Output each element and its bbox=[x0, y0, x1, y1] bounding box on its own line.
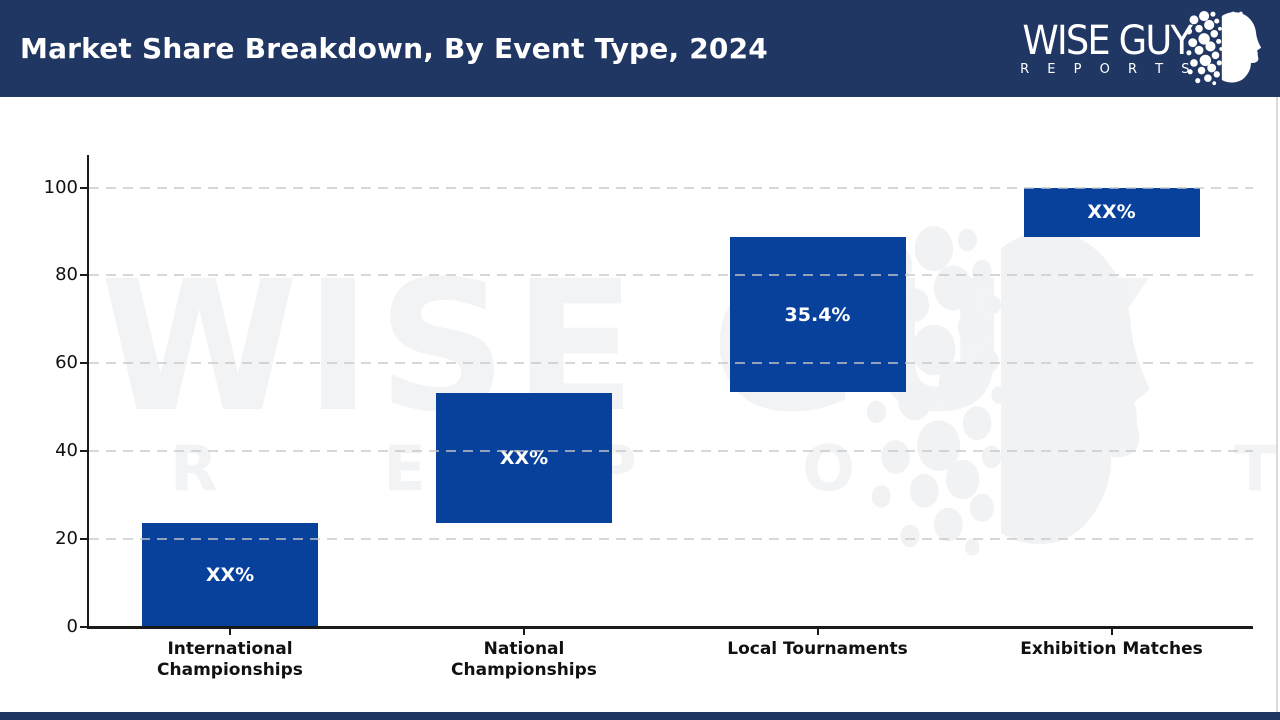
x-tick-label: National Championships bbox=[451, 639, 597, 680]
bar-value-label: 35.4% bbox=[784, 303, 851, 326]
header-bar: Market Share Breakdown, By Event Type, 2… bbox=[0, 0, 1280, 97]
y-tick-label: 80 bbox=[55, 264, 78, 286]
x-axis-tick bbox=[816, 628, 819, 635]
gridline-100 bbox=[89, 186, 1253, 189]
gridline-20 bbox=[89, 537, 1253, 540]
wiseguy-head-watermark-icon bbox=[864, 226, 1150, 556]
y-tick-label: 20 bbox=[55, 527, 78, 549]
y-axis-tick bbox=[80, 362, 88, 365]
y-axis-tick bbox=[80, 537, 88, 540]
bar-value-label: XX% bbox=[205, 563, 255, 586]
y-tick-label: 0 bbox=[66, 615, 78, 637]
gridline-40 bbox=[89, 449, 1253, 452]
x-tick-label: Exhibition Matches bbox=[1020, 639, 1203, 659]
bar-segment: XX% bbox=[436, 392, 612, 523]
gridline-60 bbox=[89, 362, 1253, 365]
plot-right-border bbox=[1276, 97, 1278, 712]
bar-segment: XX% bbox=[142, 522, 318, 627]
y-axis-tick bbox=[80, 274, 88, 277]
x-axis-spine bbox=[87, 626, 1253, 629]
y-axis-tick bbox=[80, 186, 88, 189]
bar-segment: XX% bbox=[1023, 187, 1200, 238]
x-axis-tick bbox=[1110, 628, 1113, 635]
y-tick-label: 60 bbox=[55, 352, 78, 374]
y-axis-spine bbox=[87, 155, 89, 628]
x-axis-tick bbox=[229, 628, 231, 635]
page-title: Market Share Breakdown, By Event Type, 2… bbox=[20, 32, 768, 65]
x-tick-label: Local Tournaments bbox=[727, 639, 908, 659]
x-tick-label: International Championships bbox=[157, 639, 303, 680]
x-axis-tick bbox=[523, 628, 525, 635]
logo-wordmark: WISE GUY R E P O R T S bbox=[1015, 21, 1198, 77]
logo-line2: R E P O R T S bbox=[1020, 61, 1197, 77]
bar-value-label: XX% bbox=[1087, 201, 1136, 224]
y-axis-tick bbox=[80, 449, 88, 452]
footer-bar bbox=[0, 712, 1280, 720]
y-axis-tick bbox=[80, 625, 88, 628]
bar-value-label: XX% bbox=[499, 446, 549, 469]
gridline-80 bbox=[89, 274, 1253, 277]
bar-segment: 35.4% bbox=[729, 237, 906, 393]
logo-line1: WISE GUY bbox=[1021, 17, 1193, 64]
y-tick-label: 100 bbox=[43, 176, 78, 198]
y-tick-label: 40 bbox=[55, 439, 78, 461]
wiseguy-logo: WISE GUY R E P O R T S bbox=[1015, 10, 1266, 87]
